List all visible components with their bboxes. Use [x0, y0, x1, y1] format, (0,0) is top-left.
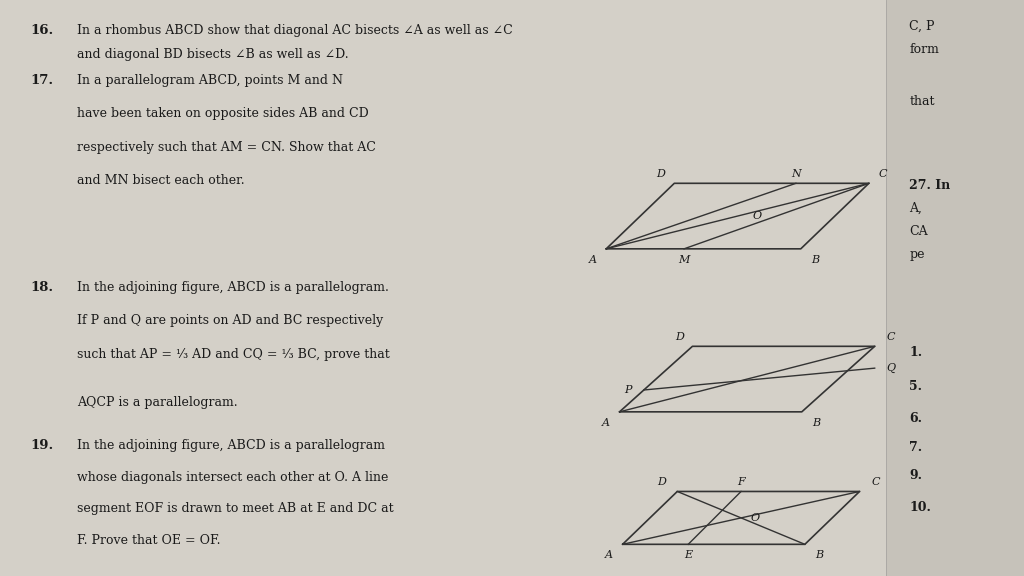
Text: 16.: 16. — [31, 24, 54, 37]
Text: CA: CA — [909, 225, 928, 238]
Text: C: C — [887, 332, 895, 342]
Bar — [886, 0, 1024, 576]
Text: 6.: 6. — [909, 412, 923, 425]
Text: that: that — [909, 95, 935, 108]
Text: C, P: C, P — [909, 20, 935, 33]
Text: whose diagonals intersect each other at O. A line: whose diagonals intersect each other at … — [77, 471, 388, 484]
Text: D: D — [656, 169, 666, 179]
Text: AQCP is a parallelogram.: AQCP is a parallelogram. — [77, 396, 238, 410]
Text: 19.: 19. — [31, 439, 54, 452]
Text: respectively such that AM = CN. Show that AC: respectively such that AM = CN. Show tha… — [77, 141, 376, 154]
Text: 5.: 5. — [909, 380, 923, 393]
Text: segment EOF is drawn to meet AB at E and DC at: segment EOF is drawn to meet AB at E and… — [77, 502, 393, 516]
Text: In a rhombus ABCD show that diagonal AC bisects ∠A as well as ∠C: In a rhombus ABCD show that diagonal AC … — [77, 24, 513, 37]
Text: 27. In: 27. In — [909, 179, 950, 192]
Text: D: D — [657, 478, 667, 487]
Text: M: M — [678, 255, 690, 265]
Text: 17.: 17. — [31, 74, 54, 87]
Text: C: C — [871, 478, 881, 487]
Text: A,: A, — [909, 202, 923, 215]
Text: If P and Q are points on AD and BC respectively: If P and Q are points on AD and BC respe… — [77, 314, 383, 328]
Text: Q: Q — [887, 363, 896, 373]
Text: F: F — [737, 478, 744, 487]
Text: form: form — [909, 43, 939, 56]
Text: have been taken on opposite sides AB and CD: have been taken on opposite sides AB and… — [77, 107, 369, 120]
Text: B: B — [812, 418, 820, 428]
Text: 10.: 10. — [909, 501, 931, 514]
Text: B: B — [811, 255, 819, 265]
Text: 7.: 7. — [909, 441, 923, 454]
Text: N: N — [791, 169, 801, 179]
Text: A: A — [602, 418, 610, 428]
Text: 1.: 1. — [909, 346, 923, 359]
Text: 18.: 18. — [31, 281, 54, 294]
Text: B: B — [815, 550, 823, 560]
Text: such that AP = ¹⁄₃ AD and CQ = ¹⁄₃ BC, prove that: such that AP = ¹⁄₃ AD and CQ = ¹⁄₃ BC, p… — [77, 348, 389, 361]
Text: A: A — [589, 255, 597, 265]
Text: A: A — [605, 550, 613, 560]
Text: pe: pe — [909, 248, 925, 261]
Text: and diagonal BD bisects ∠B as well as ∠D.: and diagonal BD bisects ∠B as well as ∠D… — [77, 48, 348, 62]
Text: O: O — [753, 211, 761, 221]
Text: C: C — [879, 169, 888, 179]
Text: In the adjoining figure, ABCD is a parallelogram: In the adjoining figure, ABCD is a paral… — [77, 439, 385, 452]
Text: P: P — [625, 385, 632, 395]
Text: O: O — [751, 513, 760, 523]
Text: 9.: 9. — [909, 469, 923, 483]
Text: In a parallelogram ABCD, points M and N: In a parallelogram ABCD, points M and N — [77, 74, 343, 87]
Text: D: D — [675, 332, 684, 342]
Text: In the adjoining figure, ABCD is a parallelogram.: In the adjoining figure, ABCD is a paral… — [77, 281, 389, 294]
Text: and MN bisect each other.: and MN bisect each other. — [77, 174, 245, 187]
Text: E: E — [684, 550, 692, 560]
Text: F. Prove that OE = OF.: F. Prove that OE = OF. — [77, 534, 220, 547]
